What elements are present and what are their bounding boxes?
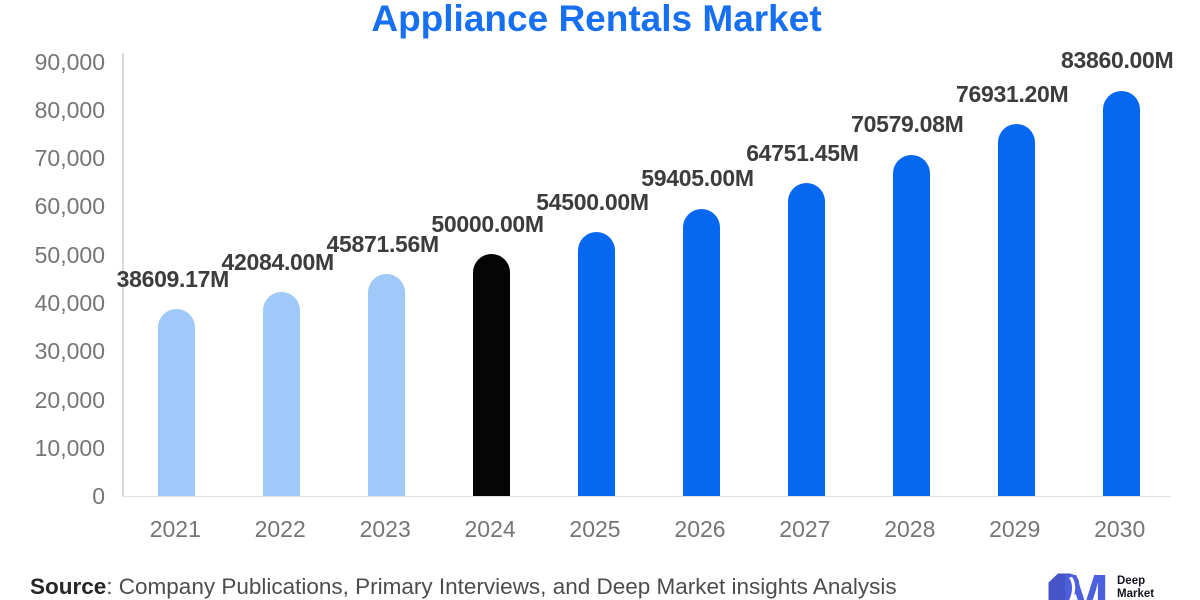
svg-text:M: M [1062, 565, 1109, 600]
svg-text:Market: Market [1117, 588, 1154, 600]
svg-text:Deep: Deep [1117, 575, 1145, 587]
